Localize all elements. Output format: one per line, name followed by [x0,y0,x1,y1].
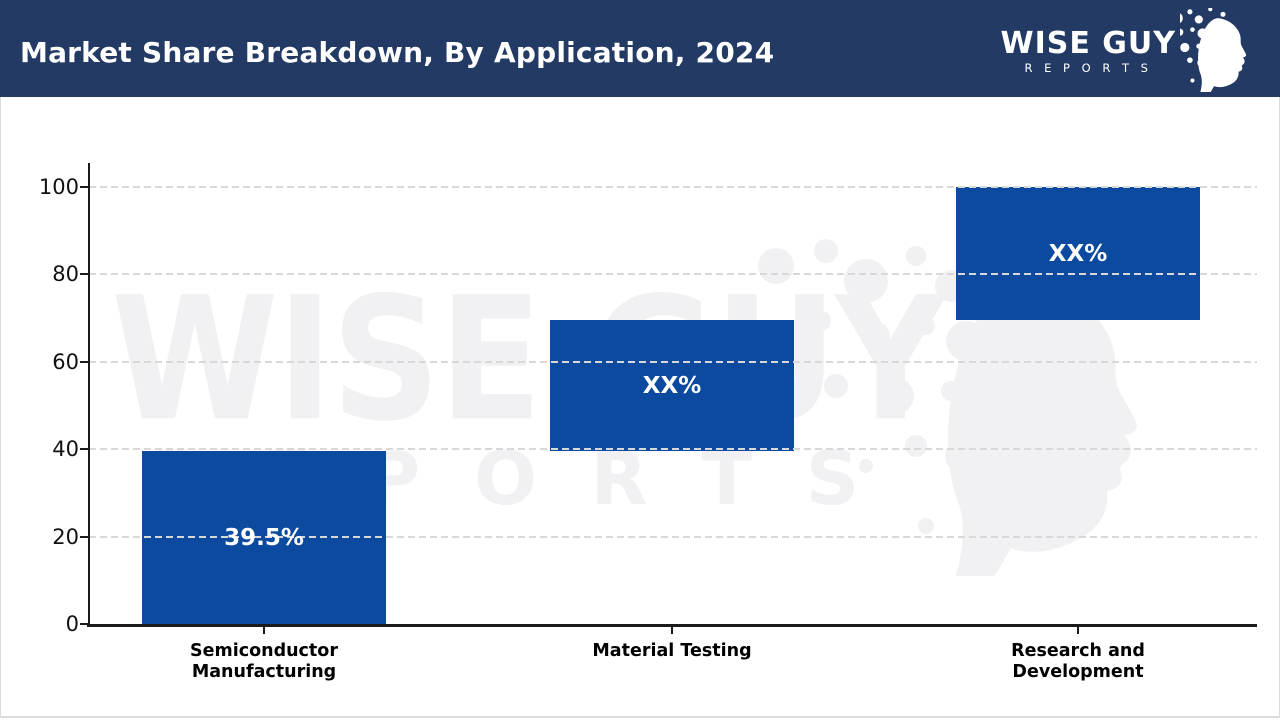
y-tick-label: 0 [65,612,79,636]
brand-text: WISE GUY R E P O R T S [1000,25,1176,75]
y-tick-mark [80,535,88,538]
y-tick-mark [80,186,88,188]
page-title: Market Share Breakdown, By Application, … [20,36,775,69]
chart-area: WISE GUY R E P O R T S 39.5% XX% XX% 0 20 40… [0,97,1280,718]
y-axis-line [88,163,90,627]
watermark-layer: WISE GUY R E P O R T S [1,97,1279,716]
bar-value-label: XX% [642,372,702,399]
bar-value-label: XX% [1048,240,1108,267]
bar [550,320,794,452]
header: Market Share Breakdown, By Application, … [0,0,1280,97]
bar-value-label: 39.5% [224,524,304,551]
y-tick-label: 100 [38,175,79,199]
category-label: Semiconductor Manufacturing [190,641,338,682]
x-tick-mark [263,627,265,634]
y-tick-label: 20 [52,524,79,549]
brand-logo: WISE GUY R E P O R T S [1000,7,1266,92]
y-tick-label: 80 [52,262,79,287]
bar [956,187,1200,321]
x-axis-line [87,624,1257,627]
gridline [89,448,1257,451]
watermark-text: WISE GUY [111,260,946,459]
x-tick-mark [671,627,673,634]
axes-layer: 0 20 40 60 80 100 Semiconductor Manufacturing M… [1,97,1279,716]
gridline [89,360,1257,363]
y-tick-mark [80,273,88,276]
bars-layer [1,97,1279,716]
bar [142,451,386,624]
bar-labels-layer: 39.5% XX% XX% [1,97,1279,716]
category-label: Material Testing [592,641,752,661]
gridline [89,535,1257,538]
gridlines-layer [1,97,1279,716]
y-tick-label: 40 [52,437,79,462]
x-tick-mark [1077,627,1079,634]
y-tick-mark [80,623,88,625]
gridline [89,273,1257,276]
y-tick-label: 60 [52,349,79,374]
y-tick-mark [80,448,88,451]
brand-name: WISE GUY [1000,25,1176,61]
brand-subtitle: R E P O R T S [1024,60,1152,75]
category-label: Research and Development [1011,641,1145,682]
gridline [89,186,1257,188]
brand-face-icon [1180,7,1247,92]
y-tick-mark [80,360,88,363]
